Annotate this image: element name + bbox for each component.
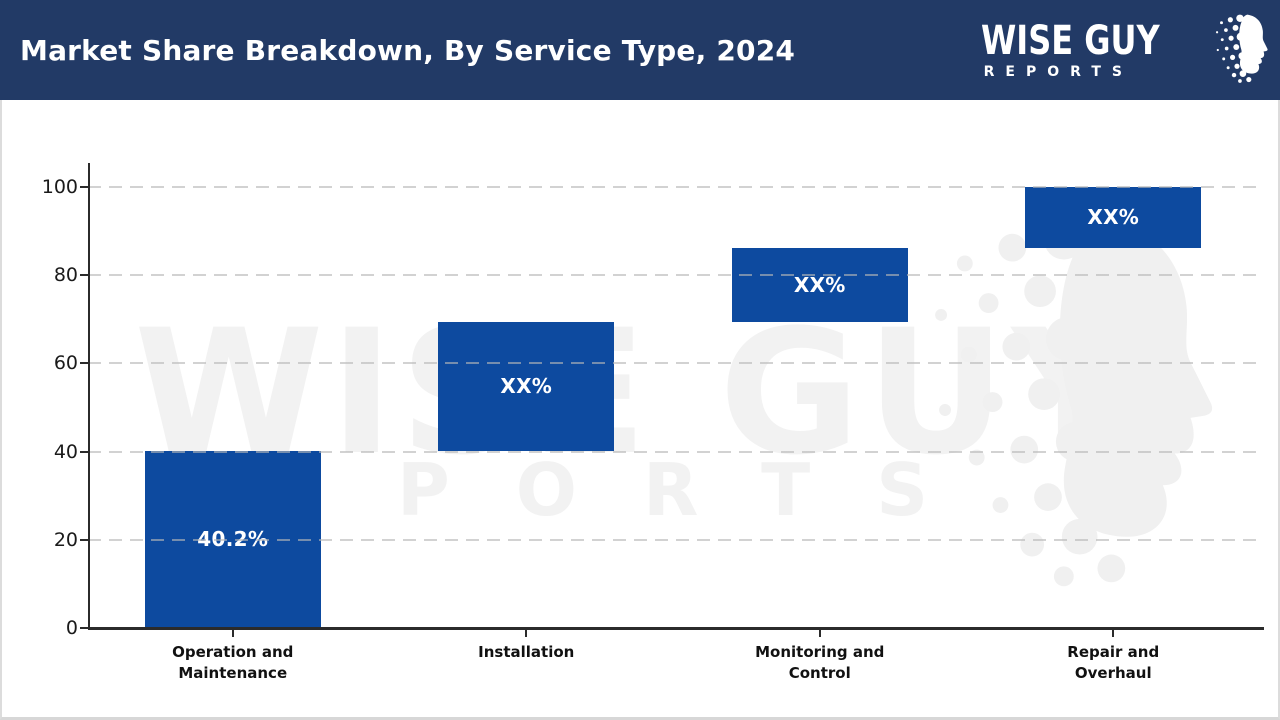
header-banner: Market Share Breakdown, By Service Type,… <box>0 0 1280 100</box>
bar: XX% <box>1025 187 1202 248</box>
y-tick-mark <box>80 274 89 277</box>
bar-value-label: XX% <box>793 272 846 297</box>
category-label: Installation <box>478 643 575 661</box>
plot: 0 20 40 60 80 100 40.2% Operation and Maintenan… <box>2 100 1280 720</box>
wiseguy-logo: WISE GUY REPORTS <box>981 9 1268 91</box>
bar-value-label: XX% <box>1087 205 1140 230</box>
x-tick-mark <box>1112 629 1115 637</box>
gridline <box>88 274 1264 277</box>
logo-wordmark: WISE GUY <box>980 17 1160 64</box>
y-tick-mark <box>80 627 89 629</box>
x-tick-mark <box>525 629 528 637</box>
category-label: Monitoring and Control <box>755 643 885 682</box>
page-title: Market Share Breakdown, By Service Type,… <box>20 33 796 67</box>
y-tick-label: 40 <box>53 440 78 463</box>
gridline <box>88 538 1264 541</box>
y-tick-label: 100 <box>41 176 78 198</box>
logo-face-icon <box>1215 14 1268 83</box>
gridline <box>88 186 1264 188</box>
y-tick-mark <box>80 538 89 541</box>
gridline <box>88 362 1264 365</box>
y-tick-label: 20 <box>53 528 78 551</box>
category-label: Repair and Overhaul <box>1067 643 1160 682</box>
chart-area: WISE GUY PORTS 0 20 40 60 80 100 40.2% Operatio… <box>2 100 1280 720</box>
bar: XX% <box>438 321 615 451</box>
y-tick-mark <box>80 186 89 188</box>
y-tick-label: 0 <box>65 617 78 639</box>
y-tick-mark <box>80 362 89 365</box>
x-tick-mark <box>818 629 821 637</box>
logo-subtitle: REPORTS <box>983 63 1133 80</box>
logo-text: WISE GUY REPORTS <box>981 21 1204 80</box>
bar-value-label: XX% <box>500 374 553 399</box>
y-tick-label: 60 <box>53 352 78 375</box>
x-tick-mark <box>231 629 234 637</box>
bar: XX% <box>731 247 908 322</box>
y-tick-mark <box>80 450 89 453</box>
category-label: Operation and Maintenance <box>172 643 294 682</box>
y-tick-label: 80 <box>53 264 78 287</box>
x-axis-line <box>88 627 1264 630</box>
gridline <box>88 450 1264 453</box>
y-axis-line <box>88 163 90 630</box>
